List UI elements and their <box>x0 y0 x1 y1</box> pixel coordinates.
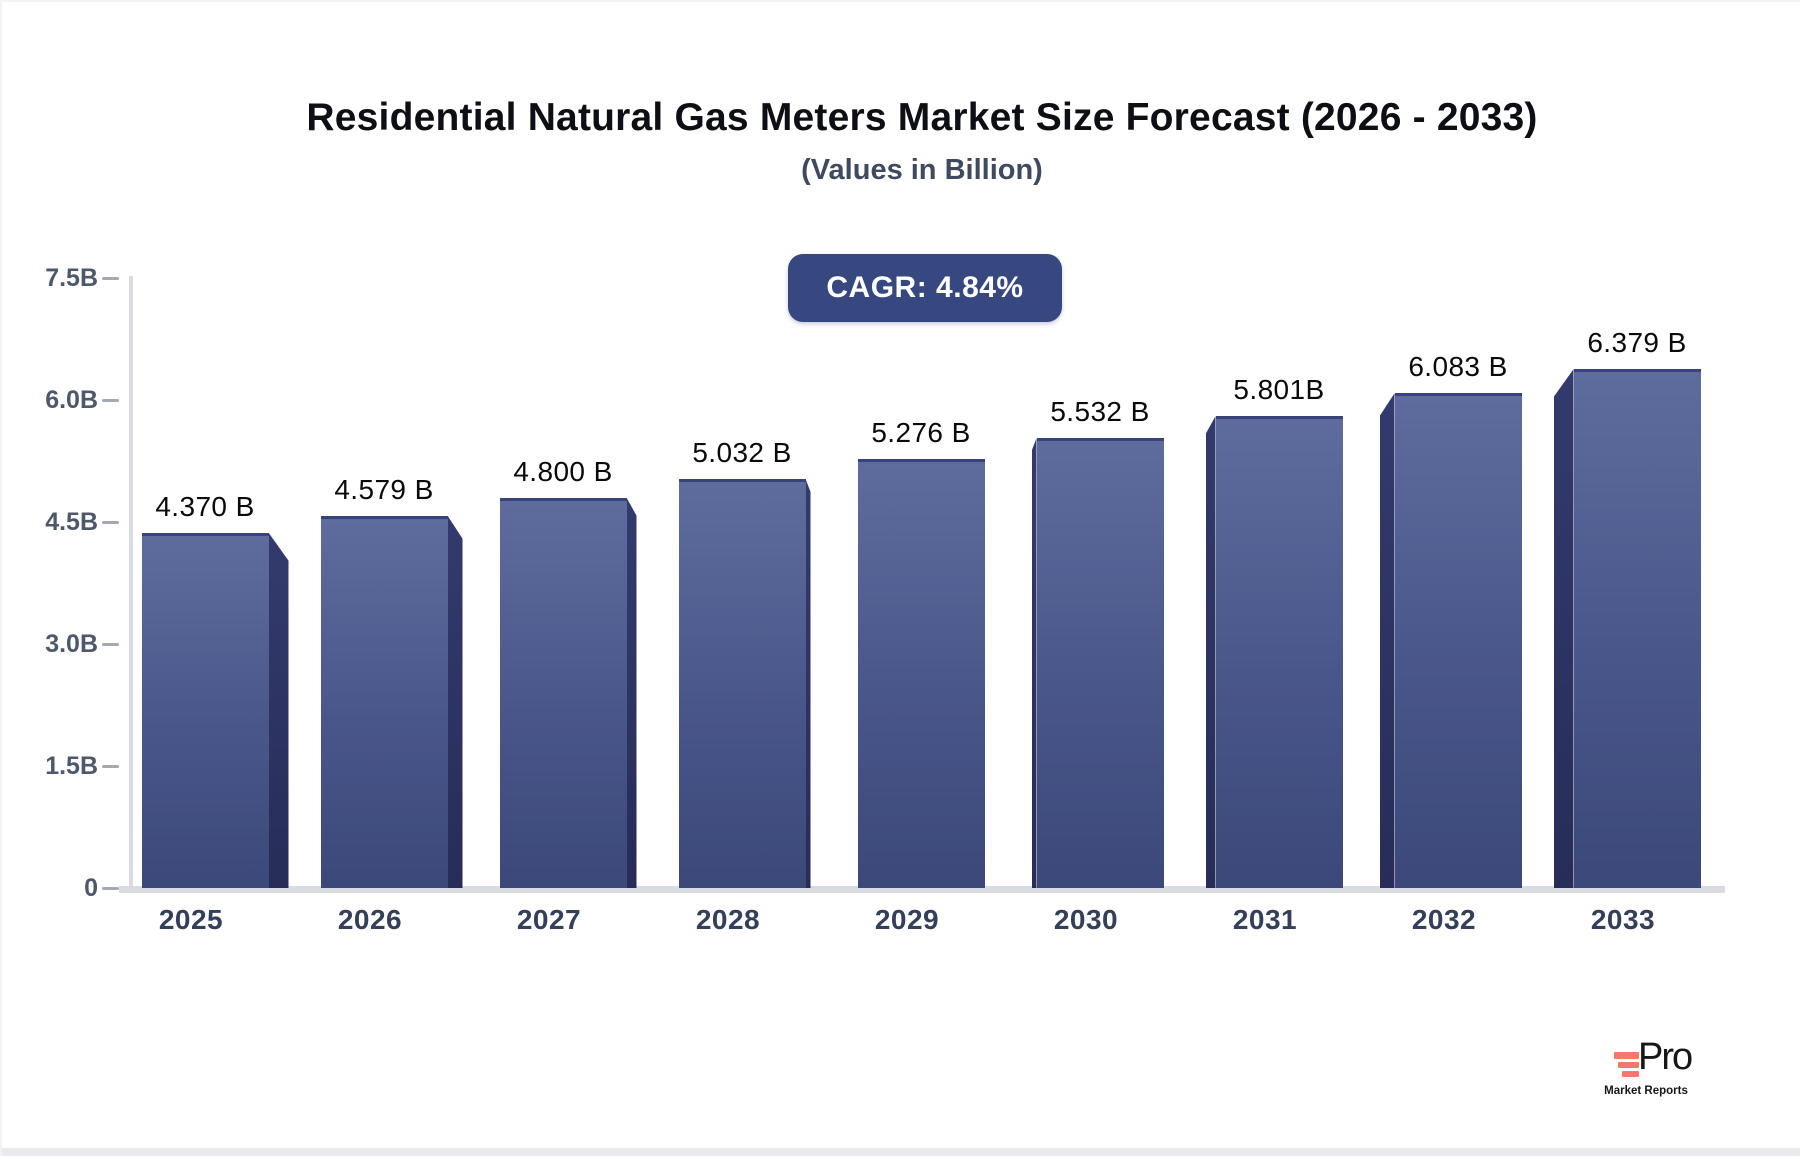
y-axis-tick-mark <box>102 887 119 890</box>
x-axis-year-label: 2025 <box>158 904 224 935</box>
bar-2025 <box>141 532 269 888</box>
logo-bar-icon <box>1622 1071 1639 1077</box>
logo-name: Pro <box>1638 1036 1693 1078</box>
x-axis-year-label: 2033 <box>1590 904 1656 935</box>
chart-subtitle: (Values in Billion) <box>801 154 1043 186</box>
x-axis-baseline <box>119 886 1725 893</box>
logo-bar-icon <box>1618 1062 1639 1068</box>
cagr-badge: CAGR: 4.84% <box>788 254 1062 322</box>
bar-side-face <box>447 515 463 888</box>
chart-header: Residential Natural Gas Meters Market Si… <box>42 2 1800 187</box>
y-axis-tick-label: 1.5B <box>45 752 98 780</box>
bar-side-face <box>626 497 637 888</box>
bar-2032 <box>1394 393 1522 888</box>
x-axis-year-label: 2026 <box>337 904 403 935</box>
x-axis-year-label: 2029 <box>874 904 940 935</box>
bar-value-label: 5.032 B <box>692 436 792 468</box>
y-axis-tick-mark <box>102 277 119 280</box>
bar-value-label: 6.379 B <box>1587 327 1687 359</box>
bar-value-label: 4.800 B <box>513 455 613 487</box>
bar-side-face <box>268 532 289 888</box>
logo-subtext: Market Reports <box>1604 1085 1688 1097</box>
y-axis-line <box>129 276 133 888</box>
bar-value-label: 4.370 B <box>155 490 255 522</box>
y-axis-tick-label: 0 <box>84 874 98 902</box>
bar-side-face <box>1379 393 1395 888</box>
bar-2026 <box>320 515 448 888</box>
x-axis-year-label: 2031 <box>1232 904 1298 935</box>
bar-2033 <box>1573 369 1701 888</box>
bar-2030 <box>1036 438 1164 888</box>
y-axis-tick-mark <box>102 643 119 646</box>
pro-market-reports-logo: Pro Market Reports <box>1600 1036 1693 1106</box>
x-axis-year-label: 2030 <box>1053 904 1119 935</box>
bar-side-face <box>805 478 811 888</box>
bar-2027 <box>499 497 627 888</box>
logo-speed-bars-icon <box>1600 1052 1639 1090</box>
logo-bar-icon <box>1614 1052 1639 1059</box>
y-axis-tick-label: 7.5B <box>45 264 98 292</box>
y-axis-tick-mark <box>102 765 119 768</box>
bar-value-label: 4.579 B <box>334 473 434 505</box>
chart-title: Residential Natural Gas Meters Market Si… <box>306 96 1538 139</box>
bar-side-face <box>1553 369 1574 888</box>
bar-value-label: 5.801B <box>1233 374 1325 406</box>
bar-2031 <box>1215 416 1343 888</box>
page-bottom-strip <box>2 1148 1800 1156</box>
y-axis-tick-label: 4.5B <box>45 508 98 536</box>
x-axis-year-label: 2032 <box>1411 904 1477 935</box>
bar-2029 <box>857 458 985 888</box>
bar-side-face <box>1205 416 1216 888</box>
x-axis-year-label: 2027 <box>516 904 582 935</box>
x-axis-year-label: 2028 <box>695 904 761 935</box>
y-axis-tick-label: 6.0B <box>45 386 98 414</box>
y-axis-tick-mark <box>102 521 119 524</box>
bar-side-face <box>1031 438 1037 888</box>
y-axis-tick-mark <box>102 399 119 402</box>
bar-value-label: 5.532 B <box>1050 396 1150 428</box>
bar-2028 <box>678 478 806 888</box>
y-axis-tick-label: 3.0B <box>45 630 98 658</box>
bar-value-label: 6.083 B <box>1408 351 1508 383</box>
bar-value-label: 5.276 B <box>871 416 971 448</box>
